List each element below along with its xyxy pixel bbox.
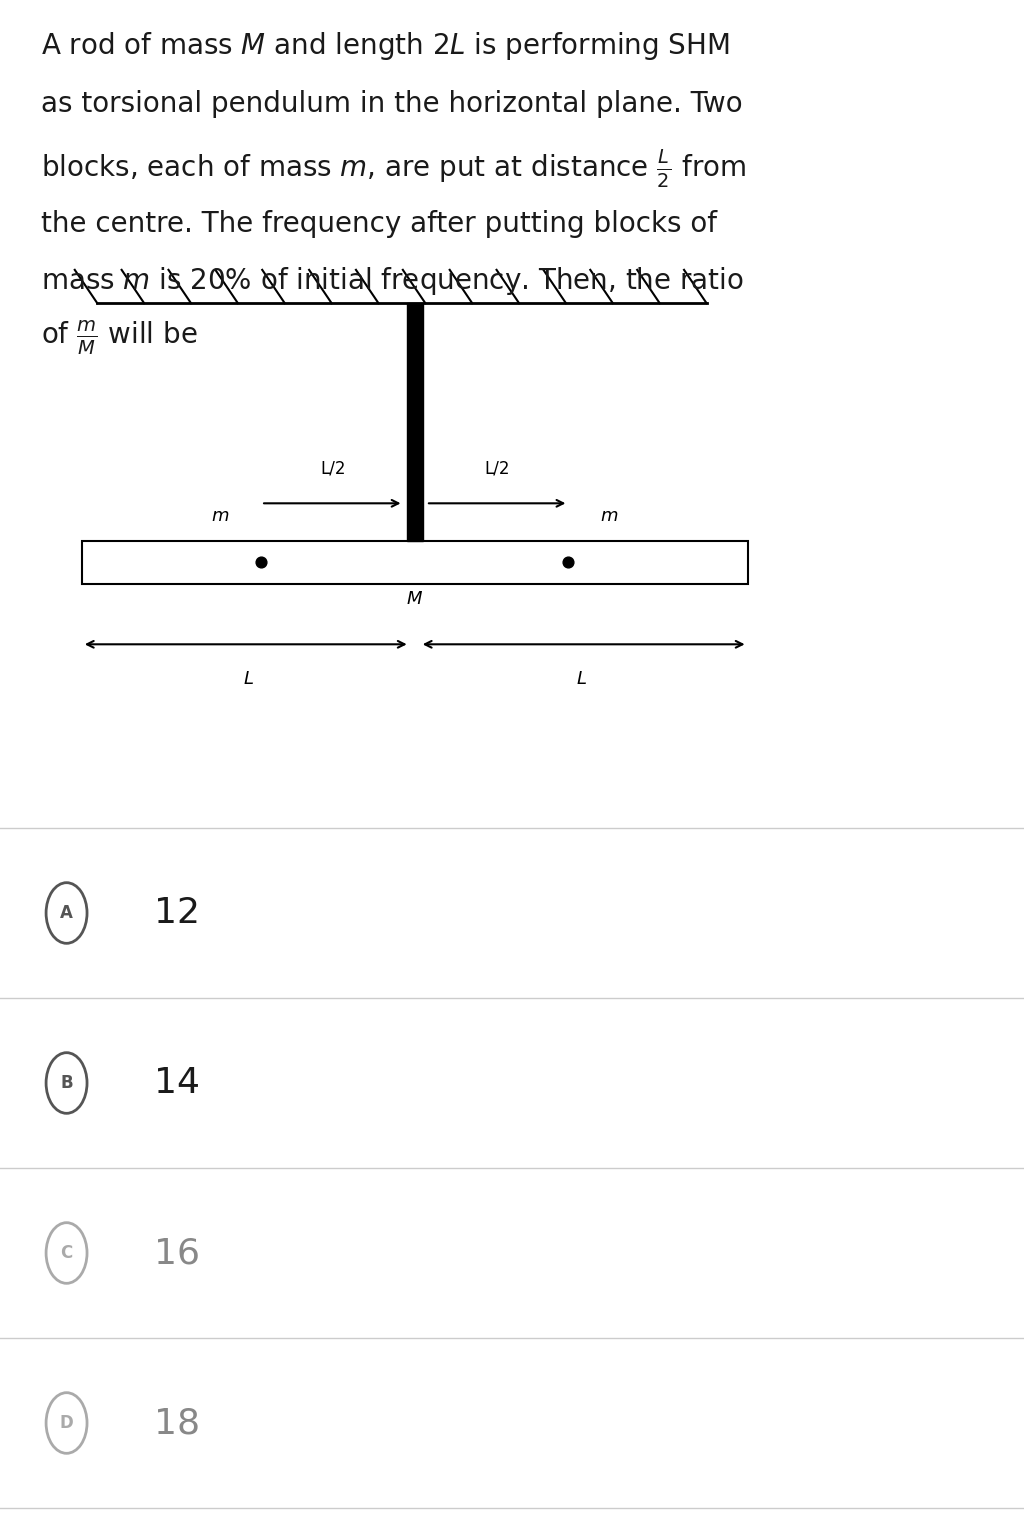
Text: m: m bbox=[600, 506, 618, 525]
Text: L: L bbox=[577, 670, 586, 688]
Text: A: A bbox=[60, 904, 73, 922]
Text: L/2: L/2 bbox=[484, 459, 509, 478]
Text: blocks, each of mass $m$, are put at distance $\frac{L}{2}$ from: blocks, each of mass $m$, are put at dis… bbox=[41, 149, 746, 190]
Text: mass $m$ is 20% of initial frequency. Then, the ratio: mass $m$ is 20% of initial frequency. Th… bbox=[41, 265, 743, 297]
Bar bbox=[407, 303, 423, 541]
Point bbox=[253, 550, 269, 575]
Text: of $\frac{m}{M}$ will be: of $\frac{m}{M}$ will be bbox=[41, 318, 198, 356]
Text: 18: 18 bbox=[154, 1405, 200, 1440]
Text: 14: 14 bbox=[154, 1066, 200, 1101]
Text: as torsional pendulum in the horizontal plane. Two: as torsional pendulum in the horizontal … bbox=[41, 89, 742, 118]
Text: C: C bbox=[60, 1245, 73, 1261]
Bar bbox=[82, 541, 748, 584]
Text: M: M bbox=[407, 590, 423, 608]
Text: m: m bbox=[211, 506, 229, 525]
Text: A rod of mass $M$ and length $2L$ is performing SHM: A rod of mass $M$ and length $2L$ is per… bbox=[41, 30, 730, 62]
Text: L/2: L/2 bbox=[321, 459, 345, 478]
Text: the centre. The frequency after putting blocks of: the centre. The frequency after putting … bbox=[41, 211, 717, 238]
Text: B: B bbox=[60, 1073, 73, 1092]
Text: 16: 16 bbox=[154, 1236, 200, 1270]
Text: D: D bbox=[59, 1414, 74, 1433]
Point bbox=[560, 550, 577, 575]
Text: 12: 12 bbox=[154, 896, 200, 929]
Text: L: L bbox=[244, 670, 253, 688]
